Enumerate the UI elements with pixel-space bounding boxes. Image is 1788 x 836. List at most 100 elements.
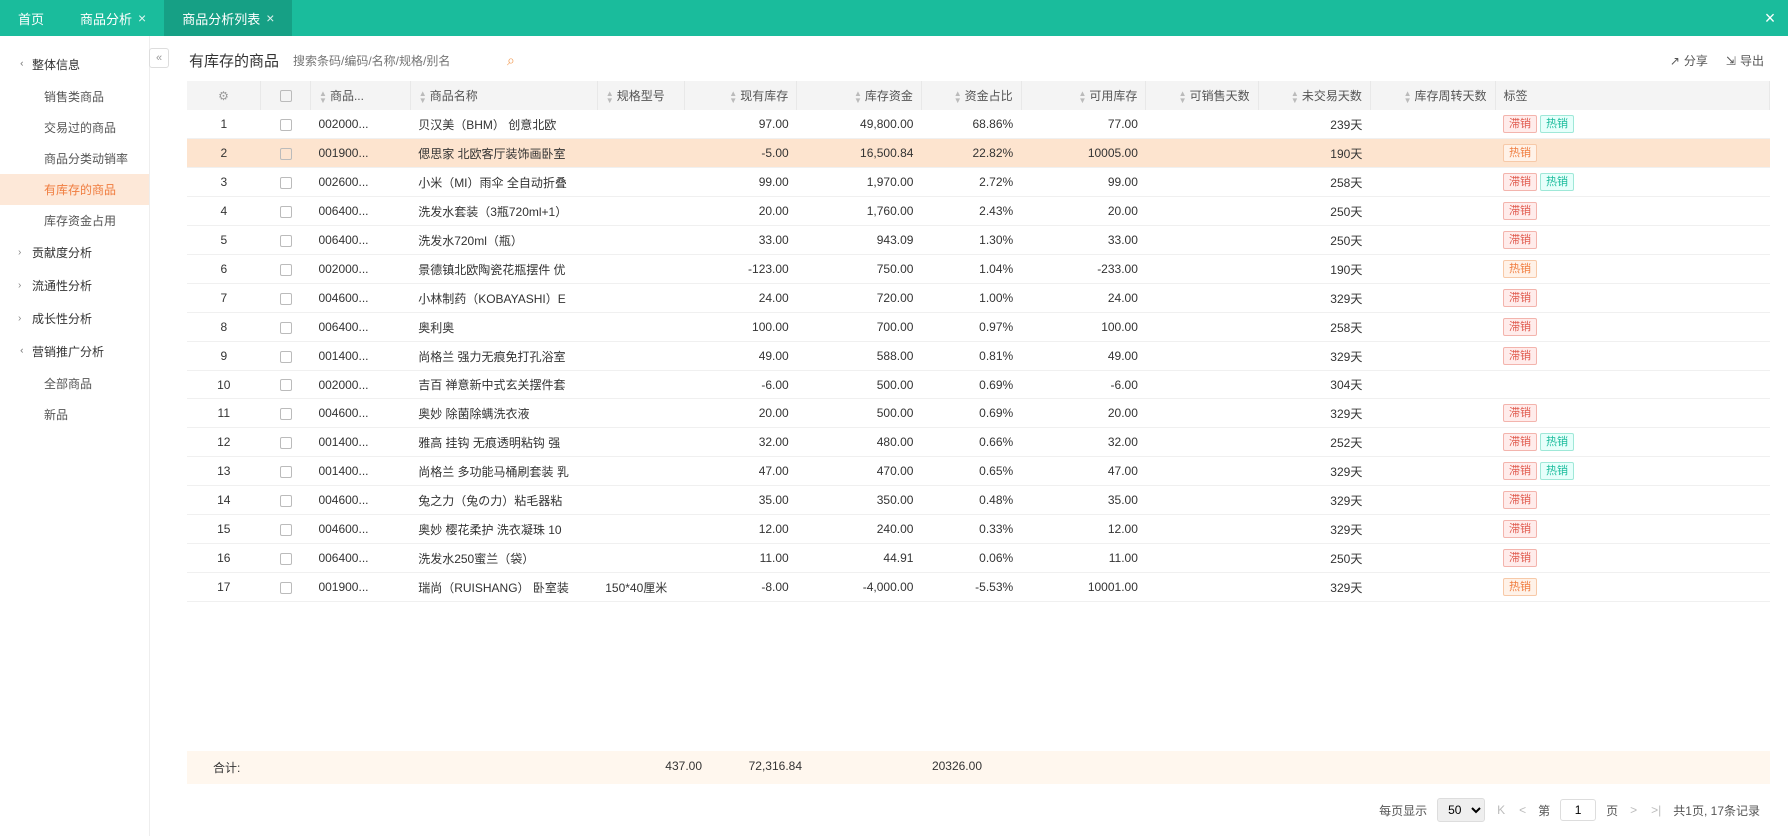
sidebar-item-0-2[interactable]: 商品分类动销率: [0, 143, 149, 174]
column-header-stock[interactable]: ▲▼现有库存: [685, 81, 797, 110]
page-input[interactable]: [1560, 799, 1596, 821]
column-header-capital[interactable]: ▲▼库存资金: [797, 81, 922, 110]
table-row[interactable]: 17001900...瑞尚（RUISHANG） 卧室装150*40厘米-8.00…: [187, 573, 1770, 602]
tab-2[interactable]: 商品分析列表×: [164, 0, 292, 36]
row-checkbox[interactable]: [280, 235, 292, 247]
cell-turndays: [1370, 110, 1495, 139]
cell-notrade: 329天: [1258, 486, 1370, 515]
cell-name: 贝汉美（BHM） 创意北欧: [410, 110, 597, 139]
sidebar-group-3[interactable]: ›成长性分析: [0, 302, 149, 335]
column-header-avail[interactable]: ▲▼可用库存: [1021, 81, 1146, 110]
table-row[interactable]: 13001400...尚格兰 多功能马桶刷套装 乳47.00470.000.65…: [187, 457, 1770, 486]
first-page-button[interactable]: K: [1495, 803, 1507, 817]
table-row[interactable]: 14004600...兔之力（兔の力）粘毛器粘35.00350.000.48%3…: [187, 486, 1770, 515]
sidebar-group-1[interactable]: ›贡献度分析: [0, 236, 149, 269]
table-row[interactable]: 12001400...雅高 挂钩 无痕透明粘钩 强32.00480.000.66…: [187, 428, 1770, 457]
select-all-checkbox[interactable]: [280, 90, 292, 102]
tab-close-icon[interactable]: ×: [138, 10, 146, 26]
table-row[interactable]: 2001900...偲思家 北欧客厅装饰画卧室-5.0016,500.8422.…: [187, 139, 1770, 168]
row-checkbox[interactable]: [280, 206, 292, 218]
cell-name: 小林制药（KOBAYASHI）E: [410, 284, 597, 313]
cell-avail: -6.00: [1021, 371, 1146, 399]
row-checkbox[interactable]: [280, 582, 292, 594]
next-page-button[interactable]: >: [1628, 803, 1639, 817]
chevron-icon: ›: [18, 313, 28, 324]
cell-selldays: [1146, 284, 1258, 313]
cell-spec: [597, 313, 684, 342]
cell-tags: 滞销: [1495, 486, 1769, 515]
row-index: 4: [187, 197, 261, 226]
export-button[interactable]: ⇲ 导出: [1726, 52, 1764, 69]
search-input[interactable]: [293, 54, 493, 68]
table-row[interactable]: 9001400...尚格兰 强力无痕免打孔浴室49.00588.000.81%4…: [187, 342, 1770, 371]
row-checkbox[interactable]: [280, 148, 292, 160]
cell-name: 兔之力（兔の力）粘毛器粘: [410, 486, 597, 515]
row-checkbox[interactable]: [280, 264, 292, 276]
sidebar-group-4[interactable]: ⌄营销推广分析: [0, 335, 149, 368]
column-header-name[interactable]: ▲▼商品名称: [410, 81, 597, 110]
cell-pct: 0.48%: [921, 486, 1021, 515]
gear-icon[interactable]: ⚙: [218, 89, 229, 103]
sidebar-group-2[interactable]: ›流通性分析: [0, 269, 149, 302]
row-checkbox[interactable]: [280, 553, 292, 565]
table-row[interactable]: 5006400...洗发水720ml（瓶）33.00943.091.30%33.…: [187, 226, 1770, 255]
cell-selldays: [1146, 573, 1258, 602]
table-row[interactable]: 3002600...小米（MI）雨伞 全自动折叠99.001,970.002.7…: [187, 168, 1770, 197]
row-checkbox[interactable]: [280, 495, 292, 507]
column-header-selldays[interactable]: ▲▼可销售天数: [1146, 81, 1258, 110]
table-row[interactable]: 11004600...奥妙 除菌除螨洗衣液20.00500.000.69%20.…: [187, 399, 1770, 428]
sidebar-item-4-1[interactable]: 新品: [0, 399, 149, 430]
sidebar-collapse-button[interactable]: «: [149, 48, 169, 68]
row-index: 5: [187, 226, 261, 255]
tag-滞销: 滞销: [1503, 289, 1537, 307]
row-checkbox[interactable]: [280, 293, 292, 305]
column-header-pct[interactable]: ▲▼资金占比: [921, 81, 1021, 110]
row-checkbox[interactable]: [280, 119, 292, 131]
share-button[interactable]: ↗ 分享: [1670, 52, 1708, 69]
last-page-button[interactable]: >|: [1649, 803, 1663, 817]
sidebar-item-4-0[interactable]: 全部商品: [0, 368, 149, 399]
cell-pct: -5.53%: [921, 573, 1021, 602]
sort-icon: ▲▼: [1078, 90, 1086, 104]
row-checkbox[interactable]: [280, 379, 292, 391]
row-checkbox[interactable]: [280, 177, 292, 189]
column-header-spec[interactable]: ▲▼规格型号: [597, 81, 684, 110]
row-checkbox[interactable]: [280, 322, 292, 334]
sidebar-group-0[interactable]: ⌄整体信息: [0, 48, 149, 81]
sidebar-item-0-0[interactable]: 销售类商品: [0, 81, 149, 112]
table-row[interactable]: 4006400...洗发水套装（3瓶720ml+1）20.001,760.002…: [187, 197, 1770, 226]
row-checkbox[interactable]: [280, 524, 292, 536]
tab-1[interactable]: 商品分析×: [62, 0, 164, 36]
cell-turndays: [1370, 399, 1495, 428]
sidebar-item-0-1[interactable]: 交易过的商品: [0, 112, 149, 143]
sidebar-item-0-3[interactable]: 有库存的商品: [0, 174, 149, 205]
cell-selldays: [1146, 428, 1258, 457]
row-index: 11: [187, 399, 261, 428]
sidebar-item-0-4[interactable]: 库存资金占用: [0, 205, 149, 236]
search-icon[interactable]: ⌕: [507, 52, 515, 69]
table-row[interactable]: 7004600...小林制药（KOBAYASHI）E24.00720.001.0…: [187, 284, 1770, 313]
row-checkbox[interactable]: [280, 437, 292, 449]
cell-code: 006400...: [310, 313, 410, 342]
column-header-notrade[interactable]: ▲▼未交易天数: [1258, 81, 1370, 110]
table-row[interactable]: 16006400...洗发水250蜜兰（袋）11.0044.910.06%11.…: [187, 544, 1770, 573]
close-all-tabs-button[interactable]: ×: [1752, 0, 1788, 36]
row-checkbox[interactable]: [280, 408, 292, 420]
table-row[interactable]: 8006400...奥利奥100.00700.000.97%100.00258天…: [187, 313, 1770, 342]
prev-page-button[interactable]: <: [1517, 803, 1528, 817]
cell-pct: 2.72%: [921, 168, 1021, 197]
totals-stock: 437.00: [612, 759, 702, 776]
table-row[interactable]: 6002000...景德镇北欧陶瓷花瓶摆件 优-123.00750.001.04…: [187, 255, 1770, 284]
row-checkbox[interactable]: [280, 466, 292, 478]
per-page-select[interactable]: 50: [1437, 798, 1485, 822]
column-header-code[interactable]: ▲▼商品...: [310, 81, 410, 110]
table-row[interactable]: 1002000...贝汉美（BHM） 创意北欧97.0049,800.0068.…: [187, 110, 1770, 139]
tab-0[interactable]: 首页: [0, 0, 62, 36]
row-index: 6: [187, 255, 261, 284]
table-row[interactable]: 15004600...奥妙 樱花柔护 洗衣凝珠 1012.00240.000.3…: [187, 515, 1770, 544]
column-header-turndays[interactable]: ▲▼库存周转天数: [1370, 81, 1495, 110]
tab-close-icon[interactable]: ×: [266, 10, 274, 26]
cell-code: 002600...: [310, 168, 410, 197]
row-checkbox[interactable]: [280, 351, 292, 363]
table-row[interactable]: 10002000...吉百 禅意新中式玄关摆件套-6.00500.000.69%…: [187, 371, 1770, 399]
